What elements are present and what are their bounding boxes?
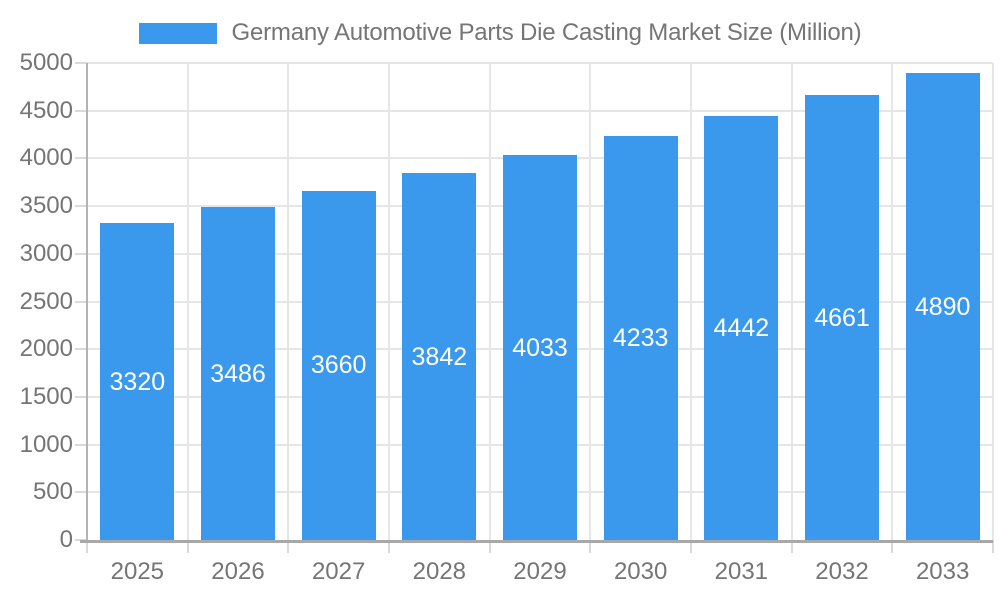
gridline-vertical [690,63,692,540]
bar[interactable] [100,223,175,540]
gridline-vertical [992,63,994,540]
y-tick-label: 3000 [19,239,73,267]
gridline-horizontal [87,62,993,64]
x-tick-label: 2030 [613,558,668,585]
y-tick-label: 1500 [19,382,73,410]
bar[interactable] [201,207,275,540]
y-tick-label: 4500 [19,96,73,124]
bar[interactable] [603,136,678,540]
y-tick-label: 500 [32,478,73,506]
y-axis-tick [75,348,87,351]
gridline-vertical [287,63,290,540]
x-axis-tick [992,540,994,553]
y-tick-label: 3500 [19,192,73,220]
x-axis-tick [891,540,894,553]
y-axis-tick [75,252,87,255]
y-axis-line [86,63,88,540]
bar-value-label: 4033 [512,333,568,362]
y-axis-tick [75,443,87,446]
y-tick-label: 4000 [19,144,73,172]
x-tick-label: 2027 [311,558,366,585]
x-axis-tick [186,540,189,553]
bar[interactable] [905,73,980,540]
bar-value-label: 4442 [713,314,770,343]
bar-value-label: 4661 [814,303,870,332]
y-tick-label: 5000 [19,49,73,76]
y-tick-label: 0 [59,526,73,553]
x-axis-tick [690,540,692,553]
x-axis-tick [287,540,290,553]
bar-value-label: 3660 [310,351,367,380]
x-tick-label: 2029 [513,558,567,585]
bar-value-label: 3320 [109,367,166,396]
y-tick-label: 1000 [19,430,73,458]
gridline-vertical [186,63,189,540]
x-tick-label: 2026 [211,558,265,585]
x-tick-label: 2031 [714,558,769,585]
bar-value-label: 4233 [612,324,669,353]
y-axis-tick [75,109,87,112]
y-tick-label: 2000 [19,335,73,363]
bar[interactable] [704,116,779,540]
bar[interactable] [805,95,879,540]
y-axis-tick [75,205,87,208]
y-axis-tick [75,62,87,64]
y-axis-tick [75,395,87,398]
gridline-horizontal [87,109,993,112]
x-tick-label: 2028 [412,558,467,585]
bar-value-label: 3486 [210,359,266,388]
gridline-vertical [488,63,491,540]
gridline-vertical [388,63,390,540]
legend[interactable]: Germany Automotive Parts Die Casting Mar… [0,14,1000,52]
bar-value-label: 3842 [411,342,468,371]
bar[interactable] [402,173,477,540]
x-axis-tick [790,540,793,553]
bar[interactable] [503,155,577,540]
bar-value-label: 4890 [914,292,971,321]
x-tick-label: 2032 [815,558,869,585]
gridline-vertical [589,63,592,540]
x-axis-tick [589,540,592,553]
gridline-vertical [790,63,793,540]
y-axis-tick [75,491,87,494]
gridline-vertical [891,63,894,540]
x-axis-tick [388,540,390,553]
x-axis-tick [488,540,491,553]
bar[interactable] [301,190,376,540]
y-axis-tick [75,300,87,303]
legend-swatch[interactable] [138,22,217,44]
y-axis-tick [75,157,87,160]
x-tick-label: 2025 [110,558,165,585]
y-tick-label: 2500 [19,287,73,315]
x-axis-line [80,540,993,543]
x-tick-label: 2033 [915,558,970,585]
legend-label: Germany Automotive Parts Die Casting Mar… [231,19,862,46]
x-axis-tick [86,540,88,553]
